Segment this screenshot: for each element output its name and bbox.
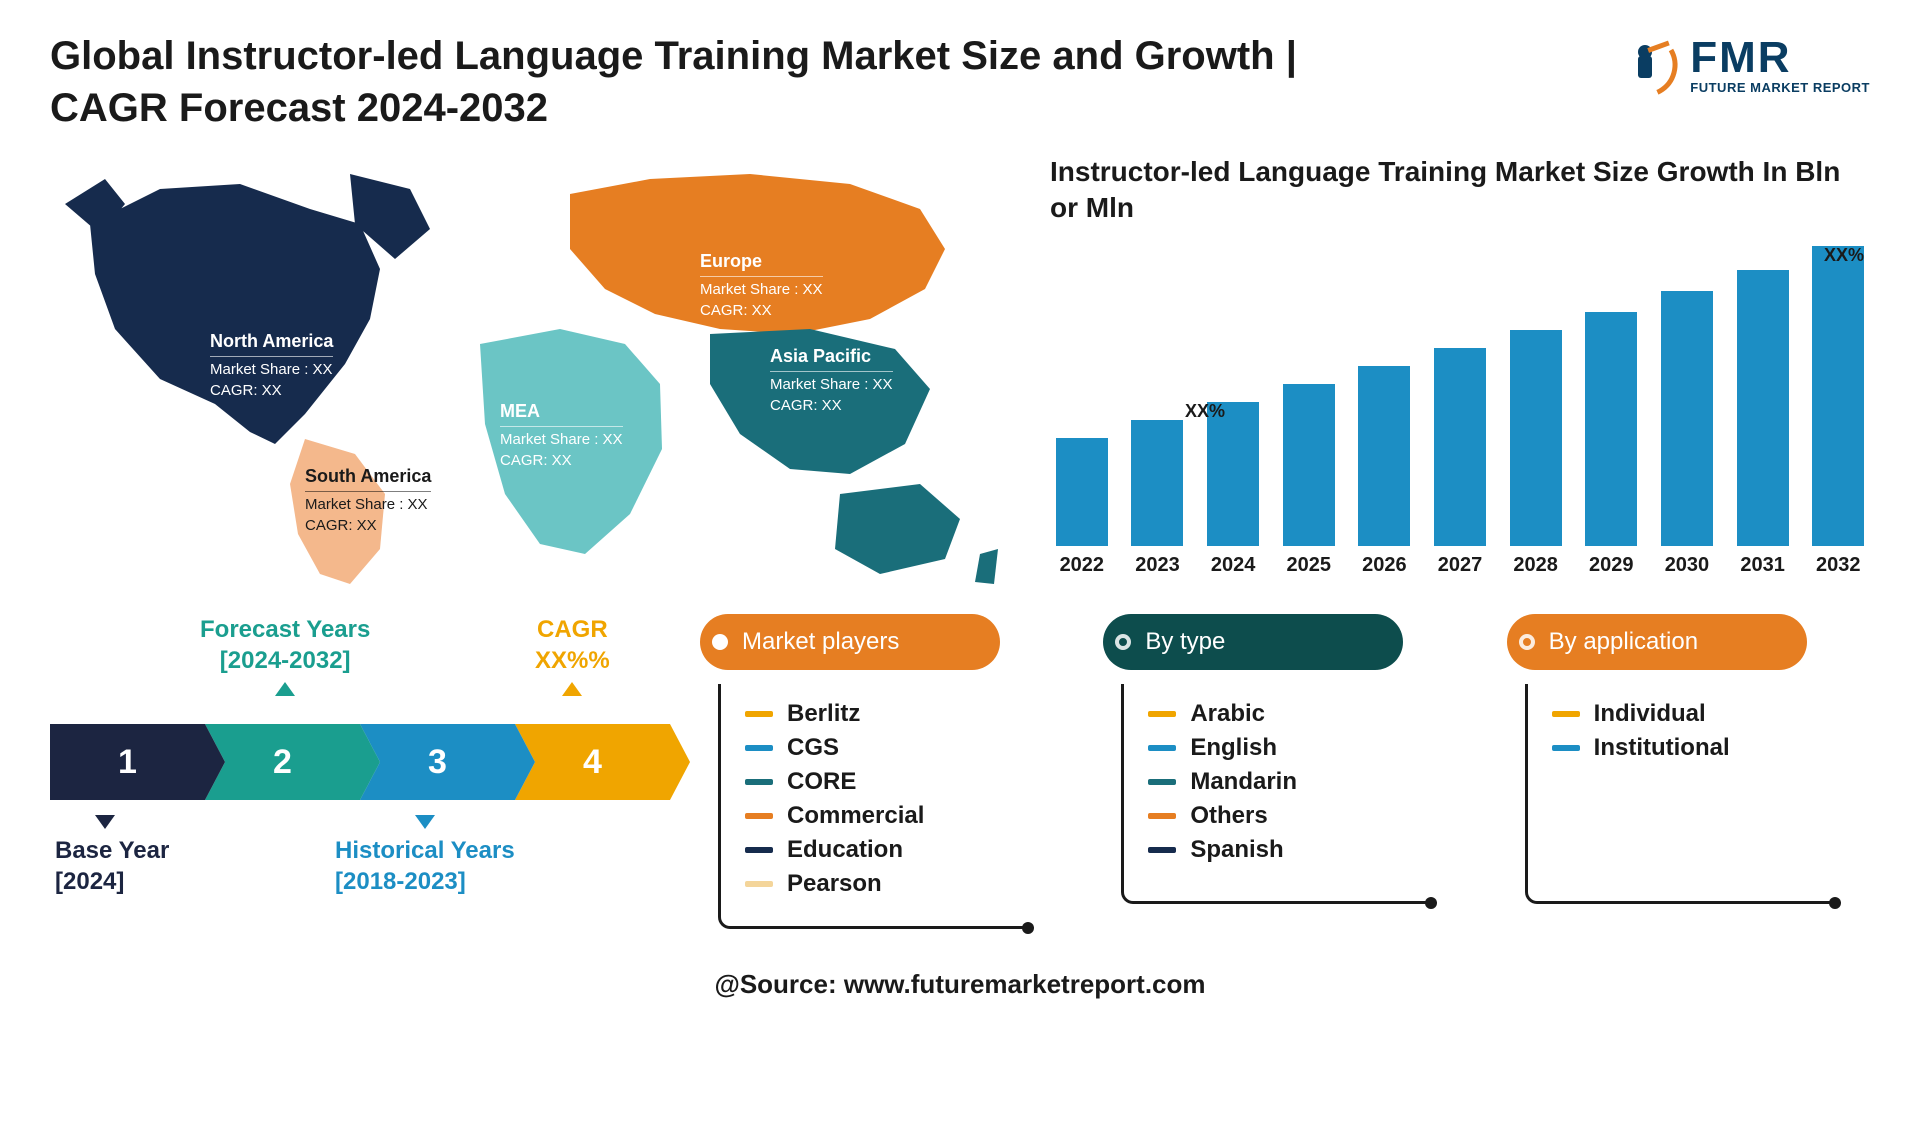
list-item: English [1148, 734, 1421, 762]
category-header-market-players: Market players [700, 614, 1000, 670]
bar-2027: 2027 [1428, 348, 1492, 577]
chev-4: 4 [515, 724, 670, 800]
item-label: Individual [1594, 700, 1706, 728]
dash-icon [745, 881, 773, 887]
category-header-by-application: By application [1507, 614, 1807, 670]
dash-icon [745, 745, 773, 751]
bar-chart: XX% XX% 20222023202420252026202720282029… [1050, 237, 1870, 577]
list-item: Individual [1552, 700, 1825, 728]
category-body-by-application: Individual Institutional [1525, 684, 1835, 904]
item-label: Commercial [787, 802, 924, 830]
bullet-icon [1115, 634, 1131, 650]
list-item: Spanish [1148, 836, 1421, 864]
list-item: Institutional [1552, 734, 1825, 762]
item-label: Mandarin [1190, 768, 1297, 796]
list-item: Mandarin [1148, 768, 1421, 796]
category-body-by-type: Arabic English Mandarin Others Spanish [1121, 684, 1431, 904]
logo: FMR FUTURE MARKET REPORT [1610, 30, 1870, 100]
bar-2031: 2031 [1731, 270, 1795, 577]
item-label: Berlitz [787, 700, 860, 728]
bar-2026: 2026 [1353, 366, 1417, 577]
dash-icon [1148, 779, 1176, 785]
dash-icon [745, 779, 773, 785]
main-content: North AmericaMarket Share : XXCAGR: XX So… [50, 154, 1870, 584]
list-item: CGS [745, 734, 1018, 762]
item-label: Education [787, 836, 903, 864]
category-body-market-players: Berlitz CGS CORE Commercial Education Pearson [718, 684, 1028, 929]
dash-icon [745, 847, 773, 853]
annot-historical: Historical Years [2018-2023] [335, 809, 515, 897]
region-label-north-america: North AmericaMarket Share : XXCAGR: XX [210, 329, 333, 401]
item-label: English [1190, 734, 1277, 762]
dash-icon [1148, 847, 1176, 853]
timeline-chevrons: 1 2 3 4 [50, 724, 670, 800]
dash-icon [1148, 745, 1176, 751]
bar-2028: 2028 [1504, 330, 1568, 577]
bullet-icon [712, 634, 728, 650]
bar-2022: 2022 [1050, 438, 1114, 577]
item-label: CORE [787, 768, 856, 796]
annot-cagr: CAGR XX%% [535, 614, 610, 702]
item-label: Spanish [1190, 836, 1283, 864]
bar-2030: 2030 [1655, 291, 1719, 577]
bar-2032: 2032 [1806, 246, 1870, 577]
chart-title: Instructor-led Language Training Market … [1050, 154, 1870, 227]
category-by-type: By type Arabic English Mandarin Others Spanis… [1103, 614, 1466, 929]
region-label-asia-pacific: Asia PacificMarket Share : XXCAGR: XX [770, 344, 893, 416]
category-title: Market players [742, 628, 899, 656]
list-item: Berlitz [745, 700, 1018, 728]
dash-icon [745, 813, 773, 819]
timeline: Forecast Years [2024-2032] CAGR XX%% 1 2… [50, 614, 670, 800]
source-line: @Source: www.futuremarketreport.com [50, 969, 1870, 1000]
list-item: Education [745, 836, 1018, 864]
logo-main-text: FMR [1690, 36, 1870, 80]
chart-label-2024: XX% [1185, 401, 1225, 422]
list-item: Others [1148, 802, 1421, 830]
dash-icon [1552, 745, 1580, 751]
list-item: Pearson [745, 870, 1018, 898]
logo-sub-text: FUTURE MARKET REPORT [1690, 80, 1870, 95]
dash-icon [1552, 711, 1580, 717]
item-label: CGS [787, 734, 839, 762]
category-title: By application [1549, 628, 1698, 656]
logo-text: FMR FUTURE MARKET REPORT [1690, 36, 1870, 95]
annot-forecast: Forecast Years [2024-2032] [200, 614, 370, 702]
dash-icon [745, 711, 773, 717]
list-item: Commercial [745, 802, 1018, 830]
bar-2023: 2023 [1126, 420, 1190, 577]
bar-2024: 2024 [1201, 402, 1265, 577]
chev-2: 2 [205, 724, 360, 800]
dash-icon [1148, 813, 1176, 819]
item-label: Others [1190, 802, 1267, 830]
region-nz [975, 549, 998, 584]
bar-chart-section: Instructor-led Language Training Market … [1050, 154, 1870, 584]
annot-base: Base Year [2024] [55, 809, 169, 897]
region-label-mea: MEAMarket Share : XXCAGR: XX [500, 399, 623, 471]
page-title: Global Instructor-led Language Training … [50, 30, 1350, 134]
header: Global Instructor-led Language Training … [50, 30, 1870, 134]
item-label: Institutional [1594, 734, 1730, 762]
region-north-america [65, 174, 430, 444]
bar-2029: 2029 [1579, 312, 1643, 577]
bar-2025: 2025 [1277, 384, 1341, 577]
chev-1: 1 [50, 724, 205, 800]
region-australia [835, 484, 960, 574]
chart-label-2032: XX% [1824, 245, 1864, 266]
world-map: North AmericaMarket Share : XXCAGR: XX So… [50, 154, 1010, 584]
bullet-icon [1519, 634, 1535, 650]
region-label-europe: EuropeMarket Share : XXCAGR: XX [700, 249, 823, 321]
category-market-players: Market players Berlitz CGS CORE Commercial Ed… [700, 614, 1063, 929]
category-by-application: By application Individual Institutional [1507, 614, 1870, 929]
region-label-south-america: South AmericaMarket Share : XXCAGR: XX [305, 464, 431, 536]
category-title: By type [1145, 628, 1225, 656]
chev-3: 3 [360, 724, 515, 800]
bottom-section: Forecast Years [2024-2032] CAGR XX%% 1 2… [50, 614, 1870, 929]
item-label: Arabic [1190, 700, 1265, 728]
category-header-by-type: By type [1103, 614, 1403, 670]
item-label: Pearson [787, 870, 882, 898]
telescope-icon [1610, 30, 1680, 100]
list-item: CORE [745, 768, 1018, 796]
dash-icon [1148, 711, 1176, 717]
list-item: Arabic [1148, 700, 1421, 728]
